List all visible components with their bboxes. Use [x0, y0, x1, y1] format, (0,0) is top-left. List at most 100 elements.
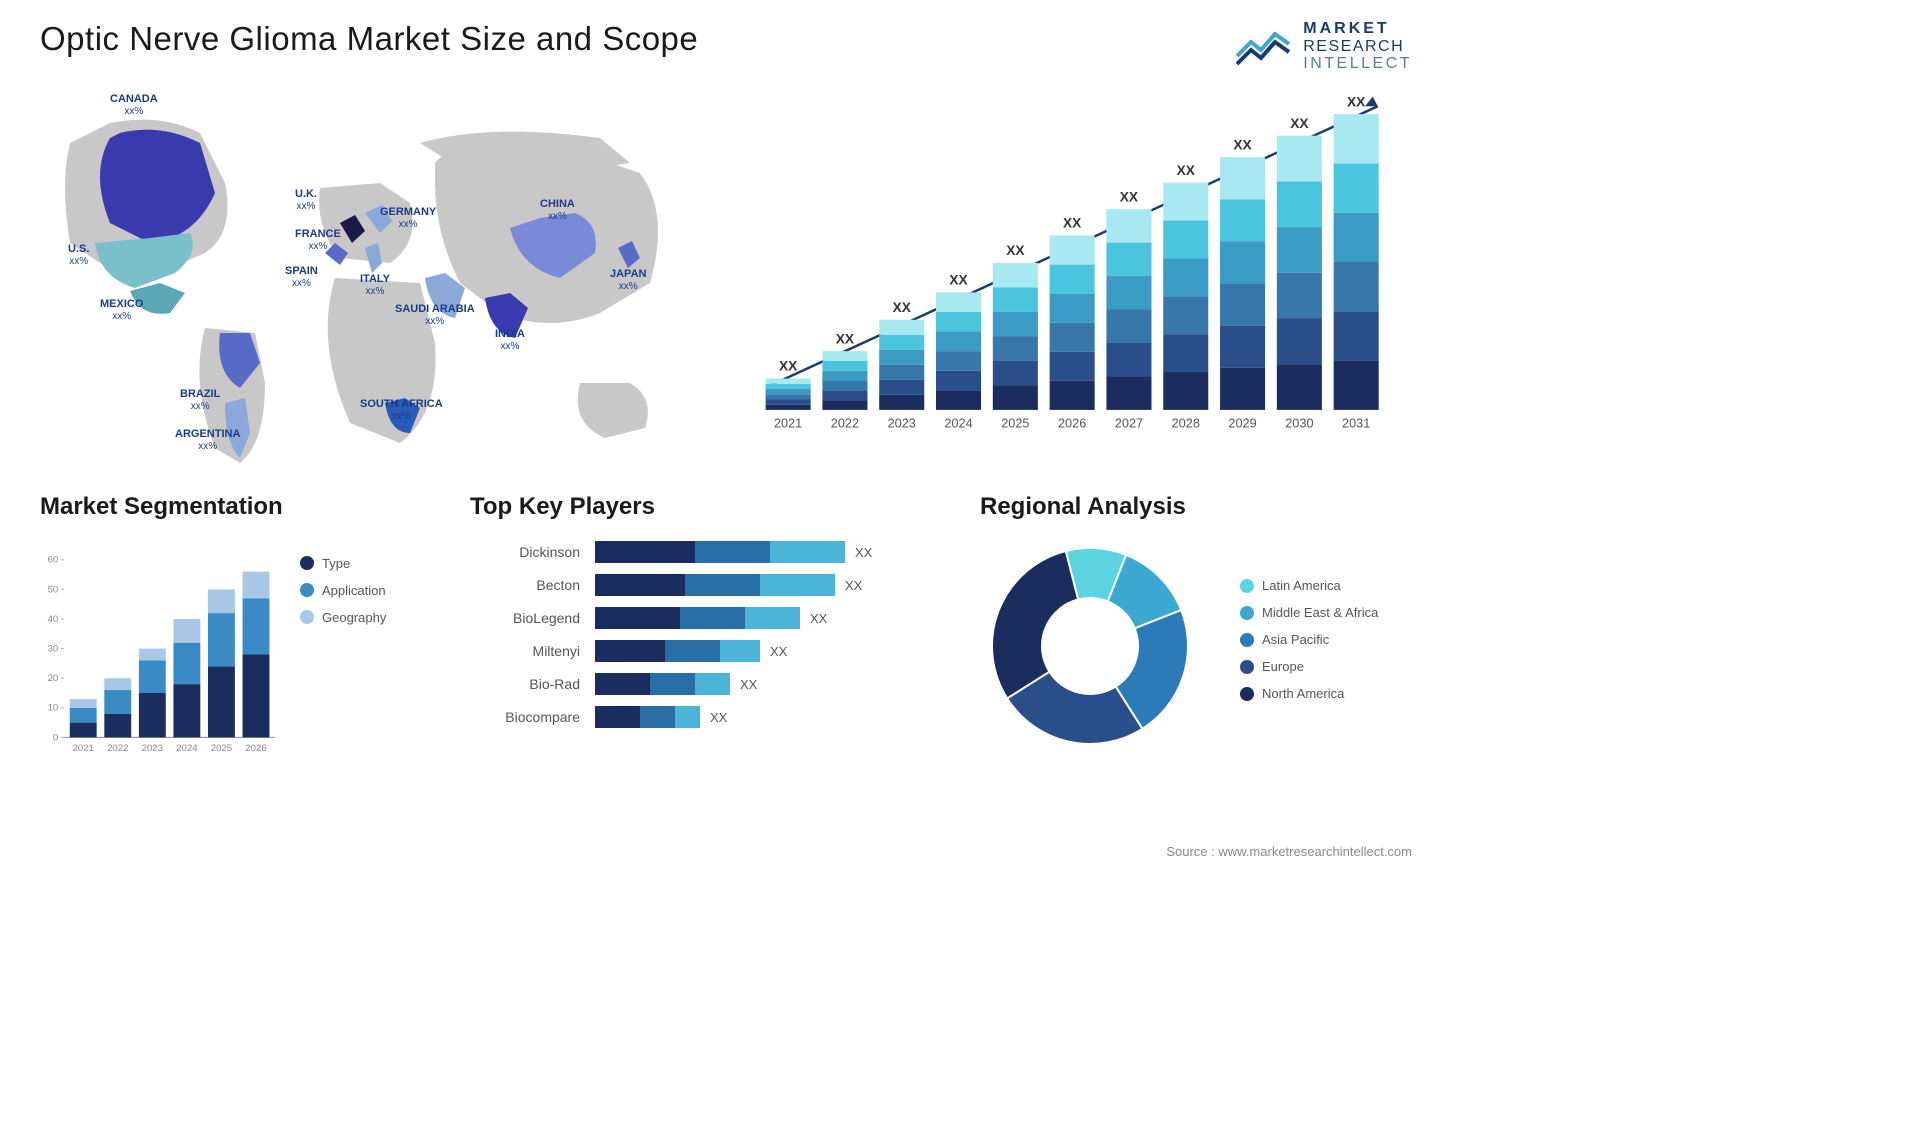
svg-text:XX: XX: [1063, 216, 1082, 231]
svg-text:XX: XX: [1177, 163, 1196, 178]
player-bar: [595, 607, 800, 629]
map-label-china: CHINAxx%: [540, 198, 575, 222]
seg-legend-geography: Geography: [300, 610, 386, 625]
player-value: XX: [845, 578, 862, 593]
source-text: Source : www.marketresearchintellect.com: [1166, 844, 1412, 859]
legend-dot: [1240, 579, 1254, 593]
player-bar-row: XX: [595, 668, 950, 701]
svg-text:2024: 2024: [176, 743, 198, 754]
logo-icon: [1233, 24, 1293, 68]
map-label-argentina: ARGENTINAxx%: [175, 428, 240, 452]
region-legend-item: North America: [1240, 686, 1378, 701]
svg-text:XX: XX: [836, 331, 855, 346]
svg-text:40: 40: [48, 614, 59, 625]
map-label-us: U.S.xx%: [68, 243, 89, 267]
map-label-southafrica: SOUTH AFRICAxx%: [360, 398, 443, 422]
legend-dot: [300, 610, 314, 624]
svg-text:2024: 2024: [944, 415, 972, 430]
players-panel: Top Key Players DickinsonBectonBioLegend…: [470, 493, 950, 793]
players-bars: XX XX XX XX XX XX: [595, 536, 950, 734]
world-map-panel: CANADAxx% U.S.xx% MEXICOxx% BRAZILxx% ARGENT…: [40, 83, 706, 483]
svg-text:2030: 2030: [1285, 415, 1313, 430]
map-label-canada: CANADAxx%: [110, 93, 158, 117]
svg-text:2026: 2026: [1058, 415, 1086, 430]
player-value: XX: [710, 710, 727, 725]
growth-chart-panel: 2021 XX 2022 XX 2023 XX 2024 XX 2025 XX 2026 XX 2027…: [746, 83, 1412, 483]
svg-text:2025: 2025: [1001, 415, 1029, 430]
region-title: Regional Analysis: [980, 493, 1412, 521]
map-label-spain: SPAINxx%: [285, 265, 318, 289]
svg-text:2023: 2023: [888, 415, 916, 430]
svg-text:2021: 2021: [73, 743, 94, 754]
logo: MARKET RESEARCH INTELLECT: [1233, 20, 1412, 73]
player-value: XX: [740, 677, 757, 692]
region-donut: [980, 536, 1200, 756]
segmentation-title: Market Segmentation: [40, 493, 440, 521]
segmentation-legend: Type Application Geography: [300, 536, 386, 766]
growth-stacked-chart: 2021 XX 2022 XX 2023 XX 2024 XX 2025 XX 2026 XX 2027…: [746, 83, 1412, 443]
player-bar-row: XX: [595, 602, 950, 635]
player-value: XX: [810, 611, 827, 626]
player-bar-row: XX: [595, 569, 950, 602]
region-legend-item: Latin America: [1240, 578, 1378, 593]
player-bar: [595, 640, 760, 662]
svg-text:2026: 2026: [245, 743, 266, 754]
svg-text:XX: XX: [1290, 116, 1309, 131]
player-bar-row: XX: [595, 701, 950, 734]
segmentation-chart: 0102030405060202120222023202420252026: [40, 536, 280, 766]
svg-text:60: 60: [48, 554, 59, 565]
legend-dot: [1240, 687, 1254, 701]
legend-dot: [1240, 606, 1254, 620]
player-bar: [595, 541, 845, 563]
map-label-mexico: MEXICOxx%: [100, 298, 143, 322]
player-label: Becton: [470, 569, 580, 602]
legend-dot: [1240, 633, 1254, 647]
player-bar: [595, 574, 835, 596]
svg-text:2022: 2022: [107, 743, 128, 754]
svg-text:XX: XX: [779, 359, 798, 374]
region-legend-item: Middle East & Africa: [1240, 605, 1378, 620]
bottom-row: Market Segmentation 01020304050602021202…: [0, 483, 1452, 793]
svg-text:2028: 2028: [1172, 415, 1200, 430]
player-bar-row: XX: [595, 536, 950, 569]
map-label-saudiarabia: SAUDI ARABIAxx%: [395, 303, 475, 327]
svg-text:2029: 2029: [1228, 415, 1256, 430]
svg-text:10: 10: [48, 702, 59, 713]
player-label: BioLegend: [470, 602, 580, 635]
region-legend-item: Europe: [1240, 659, 1378, 674]
map-label-brazil: BRAZILxx%: [180, 388, 220, 412]
svg-text:XX: XX: [1347, 94, 1366, 109]
svg-text:XX: XX: [1233, 137, 1252, 152]
header: Optic Nerve Glioma Market Size and Scope…: [0, 0, 1452, 83]
svg-text:XX: XX: [949, 272, 968, 287]
svg-text:2027: 2027: [1115, 415, 1143, 430]
svg-text:0: 0: [53, 732, 58, 743]
seg-legend-application: Application: [300, 583, 386, 598]
map-label-france: FRANCExx%: [295, 228, 341, 252]
svg-text:XX: XX: [1006, 243, 1025, 258]
player-bar: [595, 706, 700, 728]
player-label: Bio-Rad: [470, 668, 580, 701]
player-label: Miltenyi: [470, 635, 580, 668]
svg-text:2022: 2022: [831, 415, 859, 430]
players-title: Top Key Players: [470, 493, 950, 521]
player-value: XX: [770, 644, 787, 659]
legend-dot: [1240, 660, 1254, 674]
segmentation-panel: Market Segmentation 01020304050602021202…: [40, 493, 440, 793]
player-value: XX: [855, 545, 872, 560]
svg-text:2031: 2031: [1342, 415, 1370, 430]
svg-text:2025: 2025: [211, 743, 232, 754]
svg-text:XX: XX: [893, 300, 912, 315]
svg-text:20: 20: [48, 673, 59, 684]
svg-text:2021: 2021: [774, 415, 802, 430]
logo-text: MARKET RESEARCH INTELLECT: [1303, 20, 1412, 73]
top-row: CANADAxx% U.S.xx% MEXICOxx% BRAZILxx% ARGENT…: [0, 83, 1452, 483]
players-labels: DickinsonBectonBioLegendMiltenyiBio-RadB…: [470, 536, 580, 734]
player-label: Dickinson: [470, 536, 580, 569]
svg-text:XX: XX: [1120, 189, 1139, 204]
map-label-japan: JAPANxx%: [610, 268, 646, 292]
map-label-germany: GERMANYxx%: [380, 206, 436, 230]
seg-legend-type: Type: [300, 556, 386, 571]
region-panel: Regional Analysis Latin America Middle Ea…: [980, 493, 1412, 793]
region-legend-item: Asia Pacific: [1240, 632, 1378, 647]
